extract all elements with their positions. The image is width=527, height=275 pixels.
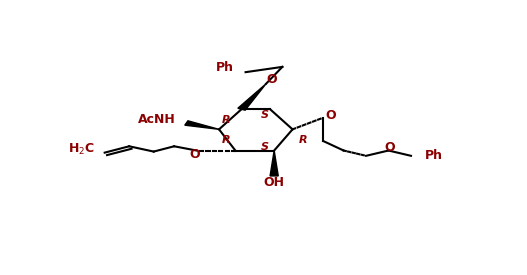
Polygon shape <box>185 121 219 129</box>
Text: R: R <box>222 135 231 145</box>
Text: H$_2$C: H$_2$C <box>67 142 94 156</box>
Text: R: R <box>222 115 231 125</box>
Text: R: R <box>298 135 307 145</box>
Text: Ph: Ph <box>216 61 234 74</box>
Polygon shape <box>238 84 266 110</box>
Text: AcNH: AcNH <box>139 113 176 126</box>
Text: Ph: Ph <box>425 149 443 162</box>
Text: O: O <box>267 73 277 86</box>
Text: O: O <box>325 109 336 122</box>
Text: S: S <box>261 142 269 152</box>
Text: O: O <box>189 148 200 161</box>
Text: O: O <box>384 141 395 154</box>
Text: S: S <box>261 110 269 120</box>
Polygon shape <box>270 150 278 176</box>
Text: OH: OH <box>264 176 285 189</box>
